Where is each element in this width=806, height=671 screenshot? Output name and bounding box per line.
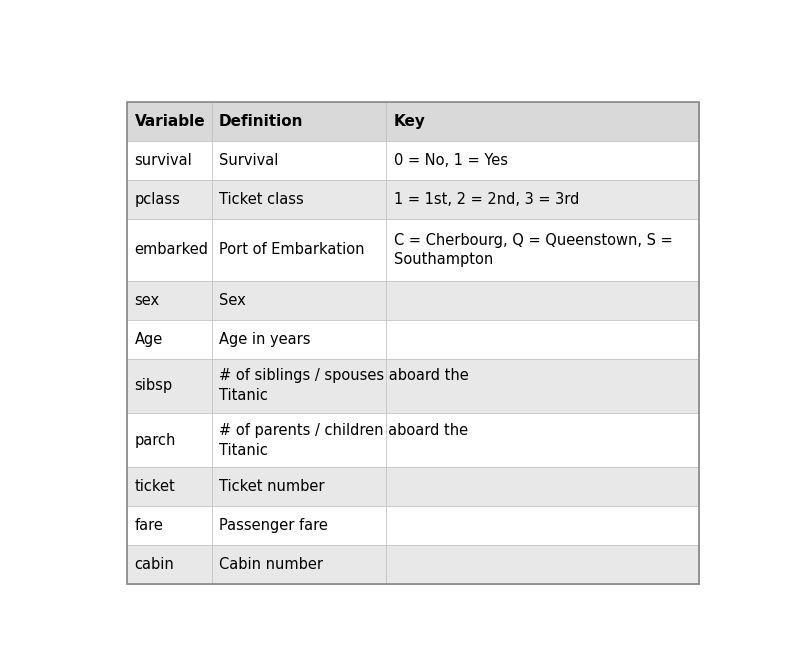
Text: Sex: Sex [219,293,246,308]
Bar [212,507,386,546]
Bar [212,359,386,413]
Text: C = Cherbourg, Q = Queenstown, S =
Southampton: C = Cherbourg, Q = Queenstown, S = South… [393,233,672,267]
Bar [127,320,212,359]
Bar [386,180,699,219]
Text: sex: sex [135,293,160,308]
Bar [386,320,699,359]
Text: Survival: Survival [219,153,279,168]
Text: Passenger fare: Passenger fare [219,519,328,533]
Text: pclass: pclass [135,192,181,207]
Bar [212,180,386,219]
Bar [127,413,212,468]
Bar [127,141,212,180]
Text: Age in years: Age in years [219,331,310,347]
Text: Key: Key [393,114,426,130]
Bar [386,359,699,413]
Bar [212,219,386,281]
Bar [127,359,212,413]
Text: Cabin number: Cabin number [219,558,323,572]
Bar [386,468,699,507]
Text: Port of Embarkation: Port of Embarkation [219,242,364,258]
Bar [212,320,386,359]
Text: sibsp: sibsp [135,378,172,393]
Text: embarked: embarked [135,242,209,258]
Bar [127,281,212,320]
Text: # of parents / children aboard the
Titanic: # of parents / children aboard the Titan… [219,423,468,458]
Bar [212,141,386,180]
Bar [127,102,212,141]
Bar [386,141,699,180]
Bar [212,281,386,320]
Bar [212,413,386,468]
Text: 0 = No, 1 = Yes: 0 = No, 1 = Yes [393,153,508,168]
Bar [386,102,699,141]
Text: ticket: ticket [135,480,175,495]
Text: Ticket number: Ticket number [219,480,325,495]
Text: Variable: Variable [135,114,205,130]
Bar [212,102,386,141]
Bar [212,546,386,584]
Text: # of siblings / spouses aboard the
Titanic: # of siblings / spouses aboard the Titan… [219,368,469,403]
Bar [386,413,699,468]
Bar [127,507,212,546]
Text: fare: fare [135,519,164,533]
Bar [386,507,699,546]
Bar [127,219,212,281]
Text: Age: Age [135,331,163,347]
Bar [127,468,212,507]
Bar [386,546,699,584]
Bar [386,281,699,320]
Text: Definition: Definition [219,114,304,130]
Bar [212,468,386,507]
Text: Ticket class: Ticket class [219,192,304,207]
Text: 1 = 1st, 2 = 2nd, 3 = 3rd: 1 = 1st, 2 = 2nd, 3 = 3rd [393,192,579,207]
Bar [386,219,699,281]
Text: survival: survival [135,153,192,168]
Bar [127,180,212,219]
Text: parch: parch [135,433,176,448]
Bar [127,546,212,584]
Text: cabin: cabin [135,558,174,572]
